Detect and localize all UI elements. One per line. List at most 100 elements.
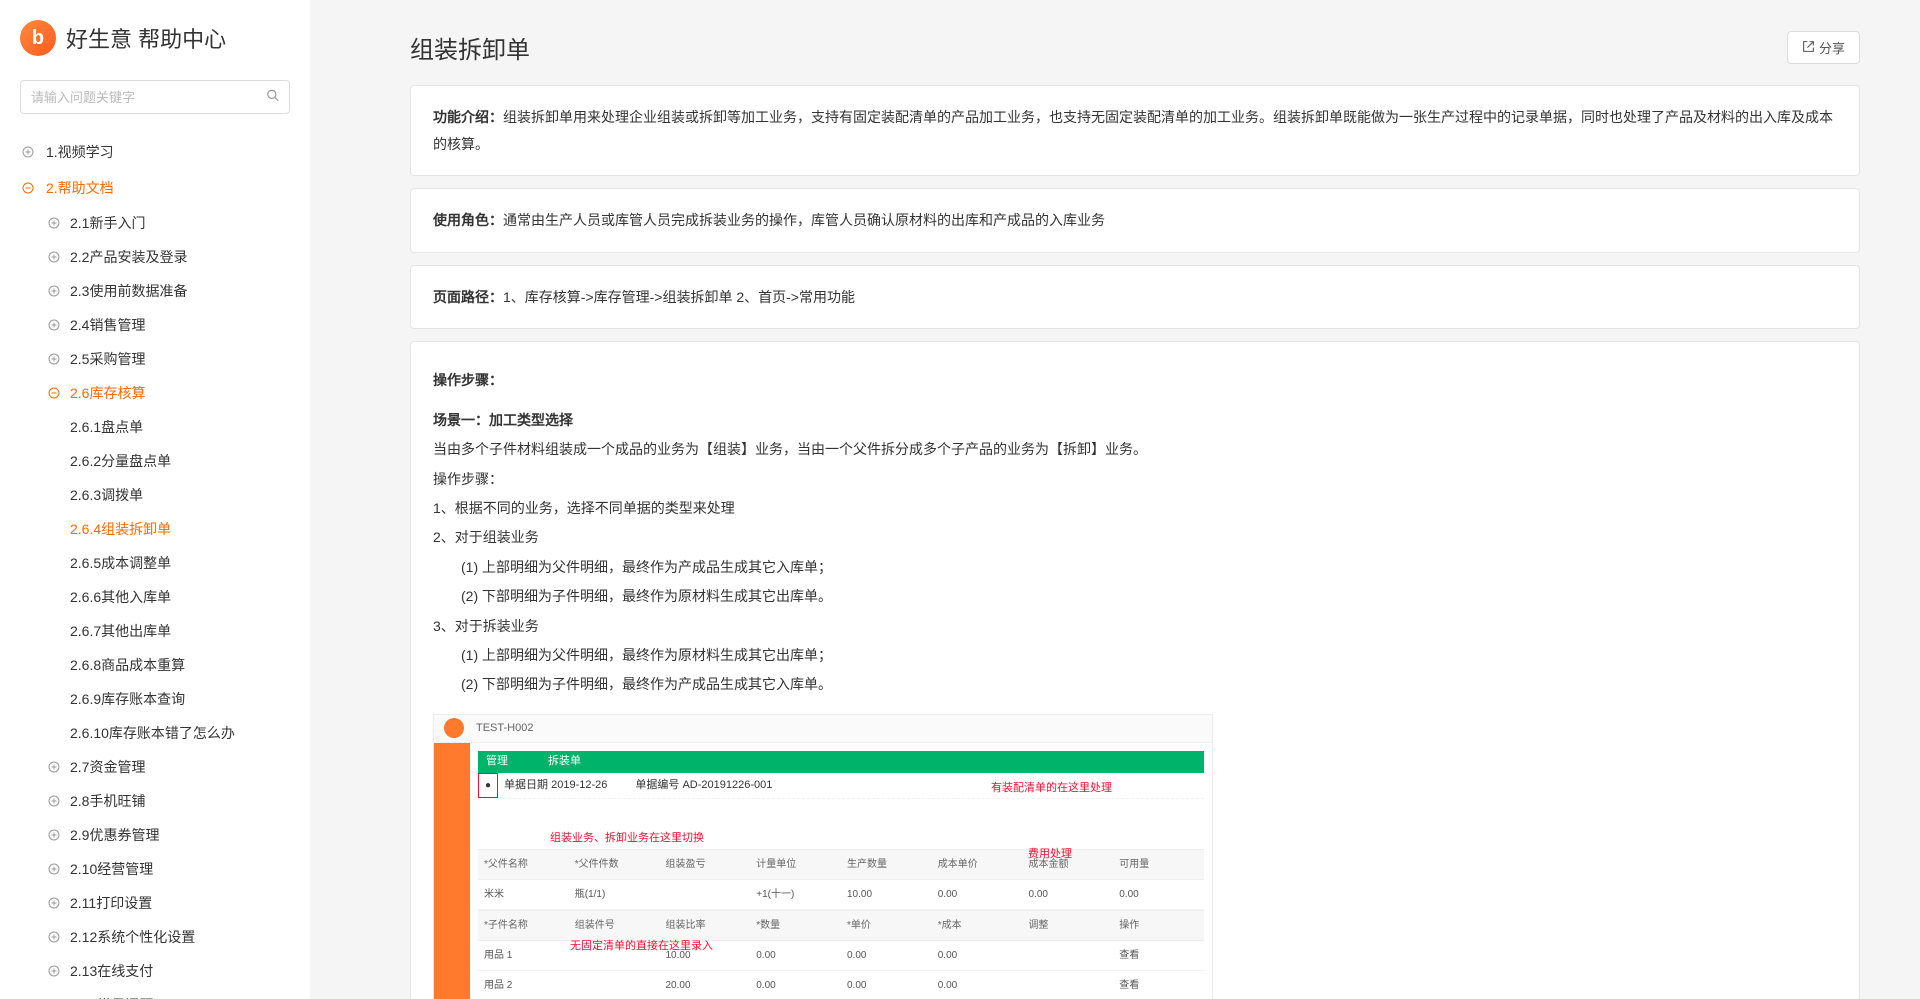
mock-header: TEST-H002 — [434, 715, 1212, 743]
mock-cell: 调整 — [1023, 911, 1114, 940]
logo-text: 好生意 帮助中心 — [66, 22, 226, 54]
role-card: 使用角色：通常由生产人员或库管人员完成拆装业务的操作，库管人员确认原材料的出库和… — [410, 188, 1860, 253]
sidebar-leaf[interactable]: 2.6.2分量盘点单 — [70, 444, 290, 478]
mock-cell — [569, 971, 660, 999]
sidebar-item[interactable]: 2.1新手入门 — [46, 206, 290, 240]
nav-label: 2.12系统个性化设置 — [70, 927, 195, 947]
mock-cell: 0.00 — [750, 971, 841, 999]
sidebar-leaf[interactable]: 2.6.5成本调整单 — [70, 546, 290, 580]
mock-cell — [660, 880, 751, 909]
sidebar-leaf[interactable]: 2.6.4组装拆卸单 — [70, 512, 290, 546]
mock-cell: 成本单价 — [932, 850, 1023, 879]
mock-cell: 0.00 — [750, 941, 841, 970]
sidebar: b 好生意 帮助中心 1.视频学习 2.帮助文档 2.1新手入门2.2产品安装及… — [0, 0, 310, 999]
mock-trow1: 米米瓶(1/1)+1(十一)10.000.000.000.00 — [478, 880, 1204, 910]
mock-cell: *父件件数 — [569, 850, 660, 879]
nav-label: 2.5采购管理 — [70, 349, 145, 369]
path-label: 页面路径： — [433, 289, 503, 305]
mock-cell: 20.00 — [660, 971, 751, 999]
mock-cell: 0.00 — [932, 880, 1023, 909]
minus-icon — [20, 180, 36, 196]
mock-cell: +1(十一) — [750, 880, 841, 909]
plus-icon — [46, 283, 62, 299]
nav-label: 2.8手机旺铺 — [70, 791, 145, 811]
mock-trow2b: 用品 220.000.000.000.00查看 — [478, 971, 1204, 999]
search — [20, 80, 290, 114]
plus-icon — [46, 895, 62, 911]
sidebar-leaf[interactable]: 2.6.8商品成本重算 — [70, 648, 290, 682]
nav-list: 1.视频学习 2.帮助文档 2.1新手入门2.2产品安装及登录 2.3使用前数据准… — [20, 134, 290, 999]
nav-docs[interactable]: 2.帮助文档 — [20, 170, 290, 206]
sidebar-leaf[interactable]: 2.6.1盘点单 — [70, 410, 290, 444]
mock-cell — [1023, 971, 1114, 999]
sidebar-leaf[interactable]: 2.6.10库存账本错了怎么办 — [70, 716, 290, 750]
plus-icon — [46, 215, 62, 231]
sidebar-item[interactable]: 2.8手机旺铺 — [46, 784, 290, 818]
plus-icon — [46, 793, 62, 809]
mock-cell: 生产数量 — [841, 850, 932, 879]
step3: 3、对于拆装业务 — [433, 612, 1837, 641]
nav-label: 2.13在线支付 — [70, 961, 153, 981]
path-card: 页面路径：1、库存核算->库存管理->组装拆卸单 2、首页->常用功能 — [410, 265, 1860, 330]
mock-cell: 计量单位 — [750, 850, 841, 879]
share-label: 分享 — [1819, 38, 1845, 57]
mock-tabbar: 管理 拆装单 — [478, 751, 1204, 773]
sidebar-item[interactable]: 2.2产品安装及登录 — [46, 240, 290, 274]
plus-icon — [46, 929, 62, 945]
screenshot-mock: TEST-H002 管理 拆装单 ● 单据日期 2019-12-26 单据编号 — [433, 714, 1213, 999]
logo: b 好生意 帮助中心 — [20, 20, 290, 56]
sidebar-leaf[interactable]: 2.6.6其他入库单 — [70, 580, 290, 614]
title-row: 组装拆卸单 分享 — [410, 30, 1860, 65]
sidebar-leaf[interactable]: 2.6.9库存账本查询 — [70, 682, 290, 716]
share-button[interactable]: 分享 — [1787, 31, 1860, 64]
search-input[interactable] — [20, 80, 290, 114]
mock-cell: 0.00 — [841, 941, 932, 970]
mock-red1: 有装配清单的在这里处理 — [991, 777, 1112, 800]
mock-cell: 可用量 — [1113, 850, 1204, 879]
scene-desc: 当由多个子件材料组装成一个成品的业务为【组装】业务，当由一个父件拆分成多个子产品… — [433, 435, 1837, 464]
sidebar-item[interactable]: 2.5采购管理 — [46, 342, 290, 376]
mock-cell — [1023, 941, 1114, 970]
sidebar-item[interactable]: 2.12系统个性化设置 — [46, 920, 290, 954]
plus-icon — [46, 827, 62, 843]
scene-title: 场景一：加工类型选择 — [433, 406, 1837, 435]
plus-icon — [46, 861, 62, 877]
mock-red3: 费用处理 — [1028, 843, 1072, 866]
mock-cell: 组装盈亏 — [660, 850, 751, 879]
mock-cell: 10.00 — [841, 880, 932, 909]
mock-tenant: TEST-H002 — [476, 717, 533, 740]
step1: 1、根据不同的业务，选择不同单据的类型来处理 — [433, 494, 1837, 523]
sidebar-item[interactable]: 2.9优惠券管理 — [46, 818, 290, 852]
sidebar-item[interactable]: 2.7资金管理 — [46, 750, 290, 784]
mock-cell: *父件名称 — [478, 850, 569, 879]
main: 组装拆卸单 分享 功能介绍：组装拆卸单用来处理企业组装或拆卸等加工业务，支持有固… — [310, 0, 1920, 999]
sidebar-item[interactable]: 2.4销售管理 — [46, 308, 290, 342]
mock-cell: *子件名称 — [478, 911, 569, 940]
mock-logo-icon — [444, 718, 464, 738]
nav-stock[interactable]: 2.6库存核算 — [46, 376, 290, 410]
sidebar-item[interactable]: 2.11打印设置 — [46, 886, 290, 920]
mock-cell: *成本 — [932, 911, 1023, 940]
mock-thead1: *父件名称*父件件数组装盈亏计量单位生产数量成本单价成本金额可用量 — [478, 849, 1204, 880]
sidebar-leaf[interactable]: 2.6.3调拨单 — [70, 478, 290, 512]
leaf-list: 2.6.1盘点单2.6.2分量盘点单2.6.3调拨单2.6.4组装拆卸单2.6.… — [20, 410, 290, 750]
nav-label: 2.3使用前数据准备 — [70, 281, 187, 301]
step2b: (2) 下部明细为子件明细，最终作为原材料生成其它出库单。 — [433, 582, 1837, 611]
mock-cell: 用品 2 — [478, 971, 569, 999]
mock-cell: 查看 — [1113, 971, 1204, 999]
sidebar-item[interactable]: 2.14常见问题 — [46, 988, 290, 999]
path-text: 1、库存核算->库存管理->组装拆卸单 2、首页->常用功能 — [503, 289, 855, 305]
role-text: 通常由生产人员或库管人员完成拆装业务的操作，库管人员确认原材料的出库和产成品的入… — [503, 212, 1105, 228]
nav-label: 2.10经营管理 — [70, 859, 153, 879]
mock-cell: *单价 — [841, 911, 932, 940]
sidebar-leaf[interactable]: 2.6.7其他出库单 — [70, 614, 290, 648]
sidebar-item[interactable]: 2.13在线支付 — [46, 954, 290, 988]
sidebar-item[interactable]: 2.10经营管理 — [46, 852, 290, 886]
mock-cell: 0.00 — [1023, 880, 1114, 909]
mock-date-val: 2019-12-26 — [551, 774, 607, 797]
mock-cell: 瓶(1/1) — [569, 880, 660, 909]
mock-cell: 查看 — [1113, 941, 1204, 970]
nav-label: 1.视频学习 — [46, 142, 114, 162]
nav-video[interactable]: 1.视频学习 — [20, 134, 290, 170]
sidebar-item[interactable]: 2.3使用前数据准备 — [46, 274, 290, 308]
